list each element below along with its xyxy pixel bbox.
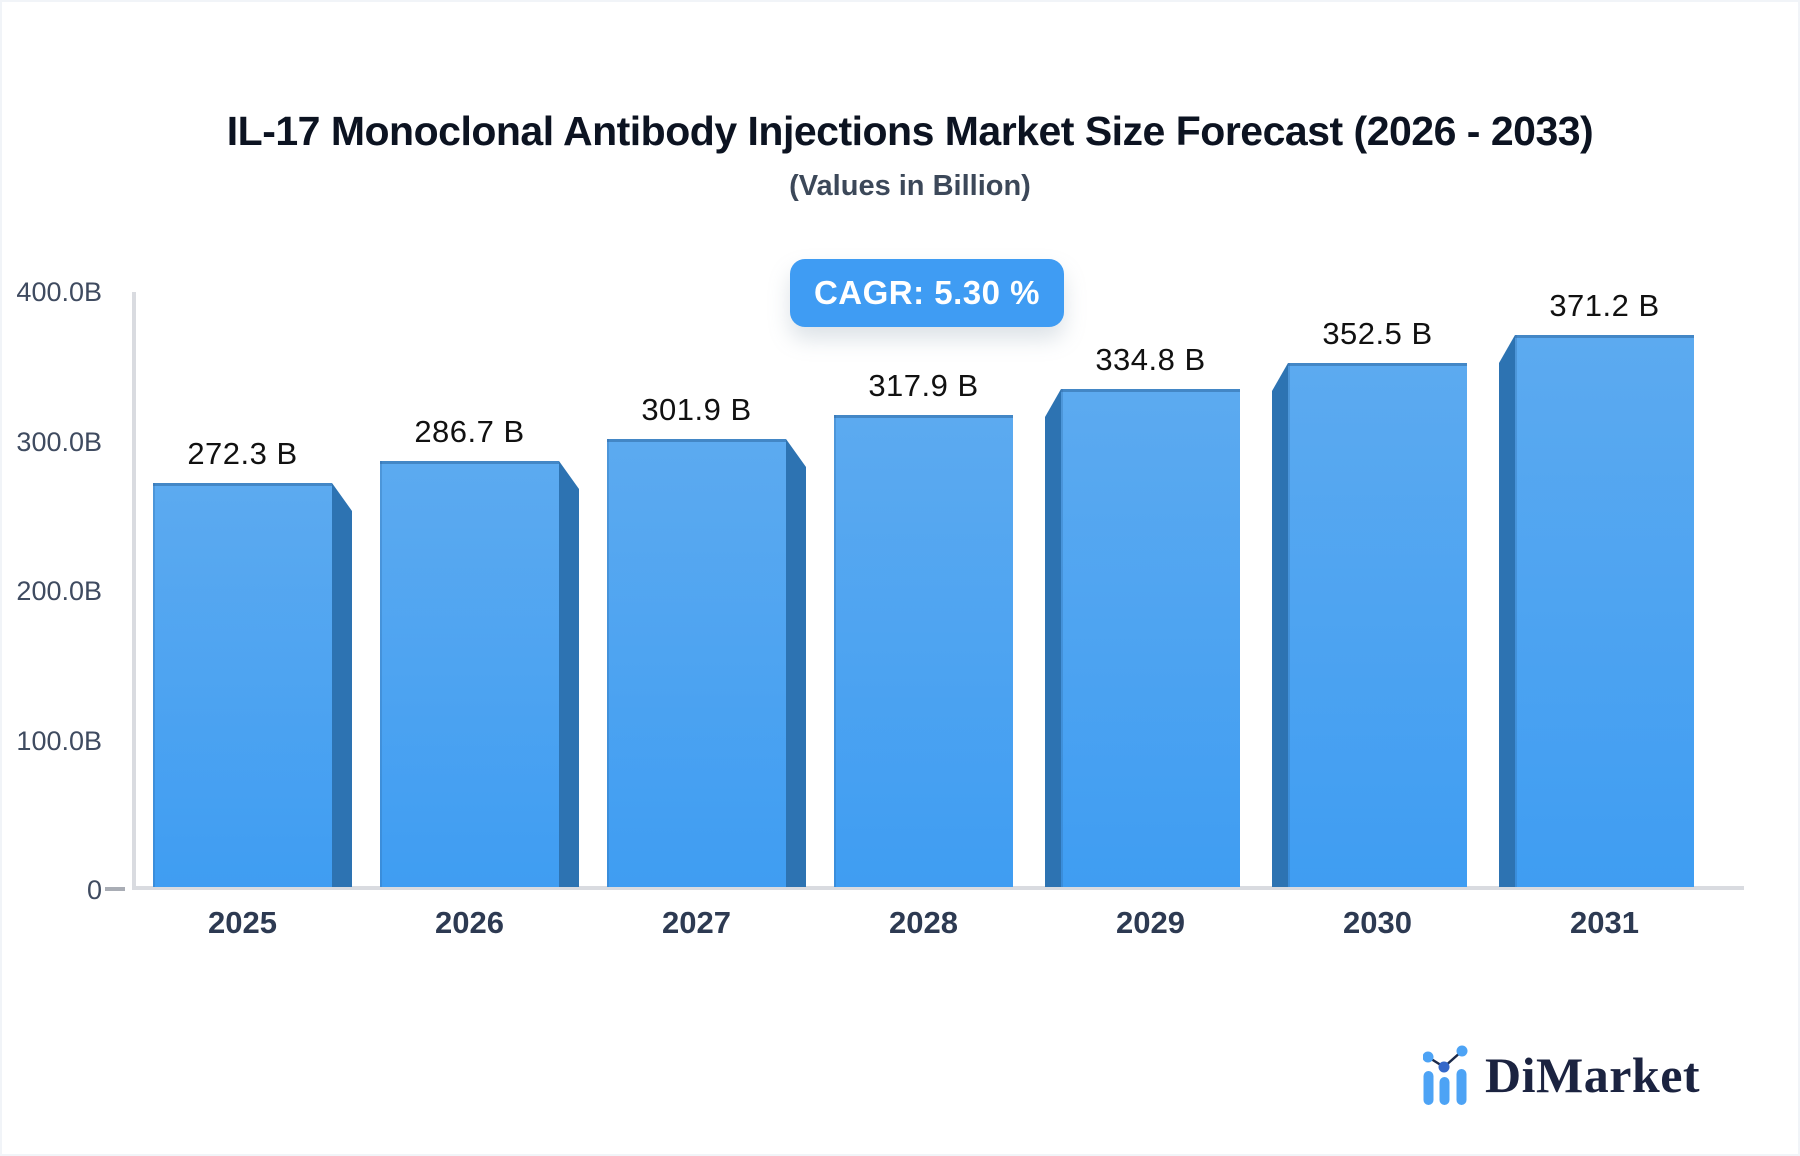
brand-logo: DiMarket (1423, 1042, 1700, 1108)
bar-2029 (1061, 389, 1240, 887)
bar-2025 (153, 483, 332, 887)
brand-logo-icon (1423, 1045, 1468, 1105)
x-axis-label: 2025 (208, 905, 277, 940)
bar-2026 (380, 461, 559, 887)
bar-side-3d (1272, 363, 1288, 887)
y-axis-label: 400.0B (16, 277, 102, 307)
cagr-badge: CAGR: 5.30 % (790, 259, 1064, 327)
bar-side-3d (1499, 335, 1515, 887)
bar-side-3d (1045, 389, 1061, 887)
x-axis-label: 2031 (1570, 905, 1639, 940)
bar-side-3d (559, 461, 579, 887)
bar-value-label: 371.2 B (1549, 288, 1660, 323)
cagr-badge-label: CAGR: 5.30 % (813, 274, 1041, 311)
x-axis-line (132, 886, 1744, 890)
bar-2027 (607, 439, 786, 887)
x-axis-label: 2028 (889, 905, 958, 940)
chart-title: IL-17 Monoclonal Antibody Injections Mar… (226, 108, 1594, 154)
bar-value-label: 317.9 B (868, 368, 979, 403)
x-axis-label: 2030 (1343, 905, 1412, 940)
bar-2031 (1515, 335, 1694, 887)
bar-value-label: 301.9 B (641, 392, 752, 427)
bar-value-label: 286.7 B (414, 414, 525, 449)
zero-tick-mark (105, 887, 125, 891)
x-axis-label: 2026 (435, 905, 504, 940)
bar-value-label: 334.8 B (1095, 342, 1206, 377)
bar-side-3d (786, 439, 806, 887)
y-axis-label: 300.0B (16, 426, 102, 457)
bar-value-label: 352.5 B (1322, 316, 1433, 351)
y-axis-label: 100.0B (16, 725, 102, 756)
y-axis-label: 0 (86, 875, 102, 905)
x-axis-label: 2027 (662, 905, 731, 940)
y-axis-line (132, 292, 136, 888)
brand-logo-text: DiMarket (1485, 1047, 1701, 1103)
bar-2028 (834, 415, 1013, 887)
chart-subtitle: (Values in Billion) (789, 170, 1031, 202)
bar-side-3d (332, 483, 352, 887)
bar-2030 (1288, 363, 1467, 887)
y-axis-label: 200.0B (16, 576, 102, 606)
bar-value-label: 272.3 B (187, 436, 298, 471)
x-axis-label: 2029 (1116, 905, 1185, 940)
